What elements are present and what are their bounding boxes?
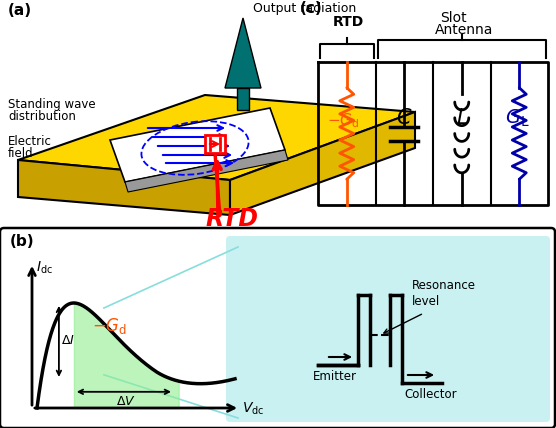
Polygon shape xyxy=(125,150,288,192)
Text: distribution: distribution xyxy=(8,110,76,123)
Text: (a): (a) xyxy=(8,3,32,18)
Text: $-G_{\rm d}$: $-G_{\rm d}$ xyxy=(92,316,127,336)
Text: (b): (b) xyxy=(10,234,34,249)
Text: $L$: $L$ xyxy=(456,107,468,128)
Text: Collector: Collector xyxy=(404,388,456,401)
Bar xyxy=(205,135,225,153)
Text: $I_{\rm dc}$: $I_{\rm dc}$ xyxy=(36,260,53,276)
Text: field: field xyxy=(8,147,33,160)
Polygon shape xyxy=(18,95,415,180)
Bar xyxy=(237,88,249,110)
Text: $G_{\rm L}$: $G_{\rm L}$ xyxy=(505,107,530,129)
FancyBboxPatch shape xyxy=(226,236,550,422)
Polygon shape xyxy=(18,160,230,215)
Text: RTD: RTD xyxy=(205,207,258,231)
Text: Standing wave: Standing wave xyxy=(8,98,96,111)
Text: $V_{\rm dc}$: $V_{\rm dc}$ xyxy=(242,401,264,417)
Polygon shape xyxy=(110,108,285,182)
Text: Electric: Electric xyxy=(8,135,52,148)
Text: RTD: RTD xyxy=(332,15,364,29)
Polygon shape xyxy=(230,112,415,215)
Text: $\Delta I$: $\Delta I$ xyxy=(61,334,75,348)
Text: $C$: $C$ xyxy=(396,107,413,128)
Text: Antenna: Antenna xyxy=(435,23,493,37)
Polygon shape xyxy=(225,18,261,88)
Text: $-G_{\rm d}$: $-G_{\rm d}$ xyxy=(327,112,359,130)
Text: Output radiation: Output radiation xyxy=(253,2,356,15)
Text: Resonance
level: Resonance level xyxy=(412,279,476,308)
Text: $\Delta V$: $\Delta V$ xyxy=(116,395,136,408)
Text: (c): (c) xyxy=(300,1,322,16)
Text: Slot: Slot xyxy=(440,11,466,25)
FancyBboxPatch shape xyxy=(0,228,555,428)
Text: Emitter: Emitter xyxy=(313,370,357,383)
